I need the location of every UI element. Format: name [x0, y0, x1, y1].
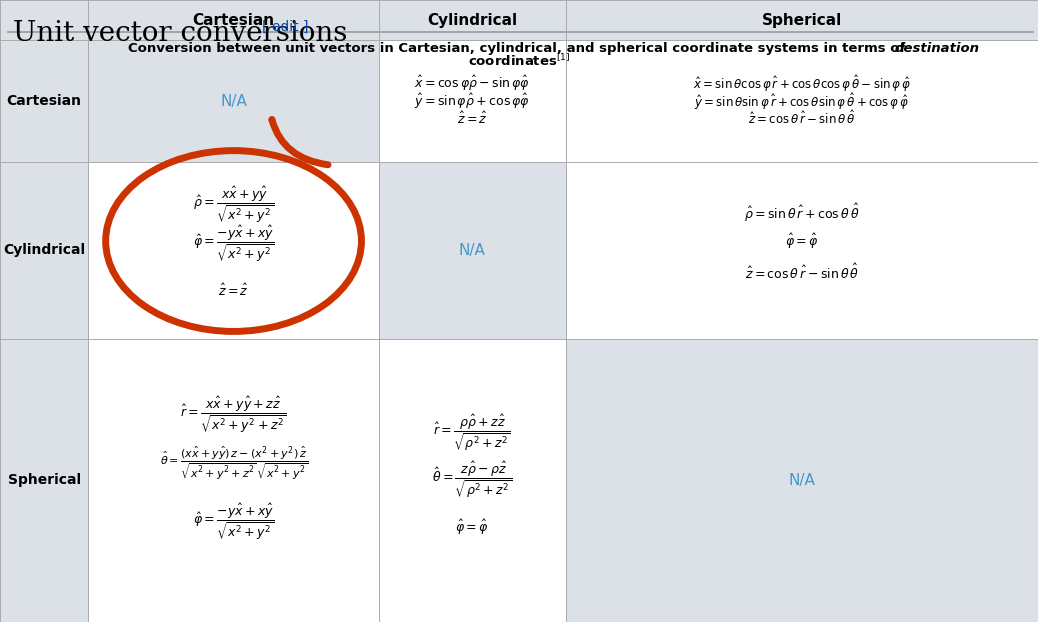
Text: coordinates$^{[1]}$: coordinates$^{[1]}$	[468, 53, 570, 70]
Bar	[0, 0, 1038, 40]
Text: Unit vector conversions: Unit vector conversions	[13, 20, 348, 47]
Text: $\hat{z} = \cos\theta\,\hat{r} - \sin\theta\,\hat{\theta}$: $\hat{z} = \cos\theta\,\hat{r} - \sin\th…	[748, 109, 855, 128]
Text: Spherical: Spherical	[7, 473, 81, 488]
Text: N/A: N/A	[789, 473, 815, 488]
Text: $\hat{\rho} = \dfrac{x\hat{x} + y\hat{y}}{\sqrt{x^2+y^2}}$: $\hat{\rho} = \dfrac{x\hat{x} + y\hat{y}…	[193, 185, 274, 226]
Text: Cartesian: Cartesian	[192, 12, 275, 28]
Text: $\hat{\theta} = \dfrac{z\hat{\rho} - \rho\hat{z}}{\sqrt{\rho^2+z^2}}$: $\hat{\theta} = \dfrac{z\hat{\rho} - \rh…	[432, 460, 513, 501]
Text: Cartesian: Cartesian	[6, 94, 82, 108]
Text: $\hat{r} = \dfrac{x\hat{x} + y\hat{y} + z\hat{z}}{\sqrt{x^2+y^2+z^2}}$: $\hat{r} = \dfrac{x\hat{x} + y\hat{y} + …	[181, 394, 286, 436]
Text: N/A: N/A	[220, 93, 247, 109]
Text: $\hat{\varphi} = \hat{\varphi}$: $\hat{\varphi} = \hat{\varphi}$	[785, 231, 819, 251]
Bar	[88, 40, 379, 162]
Text: Spherical: Spherical	[762, 12, 842, 28]
Text: destination: destination	[895, 42, 980, 55]
Text: $\hat{r} = \dfrac{\rho\hat{\rho} + z\hat{z}}{\sqrt{\rho^2+z^2}}$: $\hat{r} = \dfrac{\rho\hat{\rho} + z\hat…	[433, 413, 512, 455]
FancyArrowPatch shape	[272, 119, 328, 165]
Text: Conversion between unit vectors in Cartesian, cylindrical, and spherical coordin: Conversion between unit vectors in Carte…	[128, 42, 910, 55]
Text: $\hat{\varphi} = \dfrac{-y\hat{x} + x\hat{y}}{\sqrt{x^2+y^2}}$: $\hat{\varphi} = \dfrac{-y\hat{x} + x\ha…	[193, 223, 274, 265]
Text: $\hat{\rho} = \sin\theta\,\hat{r} + \cos\theta\,\hat{\theta}$: $\hat{\rho} = \sin\theta\,\hat{r} + \cos…	[744, 202, 859, 224]
Bar	[0, 162, 88, 339]
Text: [ edit ]: [ edit ]	[262, 20, 308, 34]
Bar	[0, 40, 88, 162]
Text: $\hat{z} = \hat{z}$: $\hat{z} = \hat{z}$	[218, 283, 249, 299]
Text: $\hat{y} = \sin\theta\sin\varphi\,\hat{r} + \cos\theta\sin\varphi\,\hat{\theta} : $\hat{y} = \sin\theta\sin\varphi\,\hat{r…	[694, 91, 909, 111]
Text: $\hat{z} = \hat{z}$: $\hat{z} = \hat{z}$	[457, 111, 488, 126]
Text: $\hat{\varphi} = \dfrac{-y\hat{x} + x\hat{y}}{\sqrt{x^2+y^2}}$: $\hat{\varphi} = \dfrac{-y\hat{x} + x\ha…	[193, 502, 274, 544]
Text: Cylindrical: Cylindrical	[428, 12, 517, 28]
Bar	[379, 162, 566, 339]
Bar	[566, 339, 1038, 622]
Text: $\hat{y} = \sin\varphi\hat{\rho} + \cos\varphi\hat{\varphi}$: $\hat{y} = \sin\varphi\hat{\rho} + \cos\…	[414, 91, 530, 111]
Text: N/A: N/A	[459, 243, 486, 258]
Text: Cylindrical: Cylindrical	[3, 243, 85, 258]
Text: $\hat{\theta} = \dfrac{(x\hat{x}+y\hat{y})\,z - (x^2+y^2)\,\hat{z}}{\sqrt{x^2+y^: $\hat{\theta} = \dfrac{(x\hat{x}+y\hat{y…	[160, 444, 307, 482]
Text: $\hat{x} = \cos\varphi\hat{\rho} - \sin\varphi\hat{\varphi}$: $\hat{x} = \cos\varphi\hat{\rho} - \sin\…	[414, 74, 530, 93]
Text: $\hat{x} = \sin\theta\cos\varphi\,\hat{r} + \cos\theta\cos\varphi\,\hat{\theta} : $\hat{x} = \sin\theta\cos\varphi\,\hat{r…	[692, 73, 911, 94]
Bar	[0, 339, 88, 622]
Text: $\hat{\varphi} = \hat{\varphi}$: $\hat{\varphi} = \hat{\varphi}$	[456, 518, 489, 537]
Text: $\hat{z} = \cos\theta\,\hat{r} - \sin\theta\,\hat{\theta}$: $\hat{z} = \cos\theta\,\hat{r} - \sin\th…	[744, 262, 859, 282]
